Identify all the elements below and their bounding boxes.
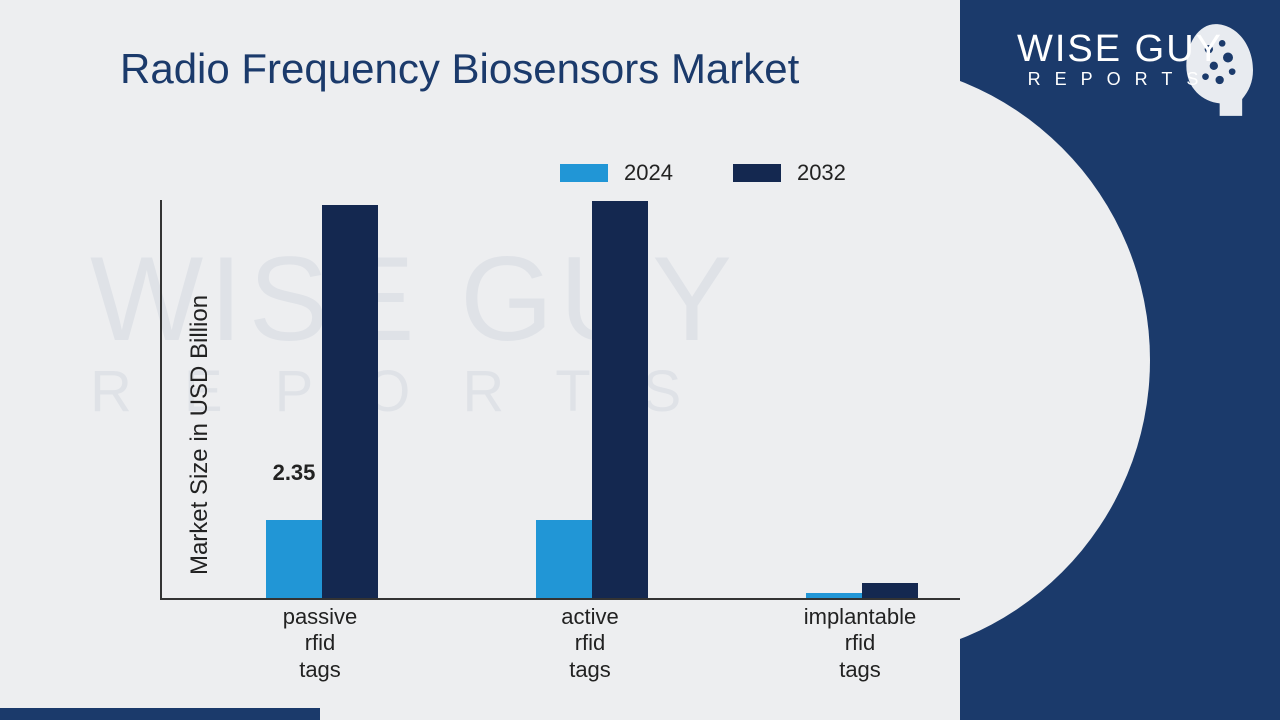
- chart-area: Market Size in USD Billion 2.35 passiver…: [100, 180, 960, 690]
- legend-swatch-2024: [560, 164, 608, 182]
- brand-logo: WISE GUY REPORTS: [990, 28, 1250, 90]
- x-label-passive: passiverfidtags: [240, 604, 400, 683]
- chart-title: Radio Frequency Biosensors Market: [120, 45, 799, 93]
- x-label-active: activerfidtags: [510, 604, 670, 683]
- value-label-passive-2024: 2.35: [273, 460, 316, 490]
- bottom-accent-bar: [0, 708, 320, 720]
- legend-label-2032: 2032: [797, 160, 846, 186]
- bar-2032-implant: [862, 583, 918, 598]
- brand-sub-text: REPORTS: [990, 69, 1250, 90]
- plot-area: 2.35: [160, 200, 960, 600]
- bar-2032-active: [592, 201, 648, 598]
- bar-2024-implant: [806, 593, 862, 598]
- legend: 2024 2032: [560, 160, 846, 186]
- legend-item-2024: 2024: [560, 160, 673, 186]
- legend-item-2032: 2032: [733, 160, 846, 186]
- x-label-implant: implantablerfidtags: [780, 604, 940, 683]
- legend-swatch-2032: [733, 164, 781, 182]
- bar-2024-active: [536, 520, 592, 598]
- bar-2024-passive: [266, 520, 322, 598]
- page-root: WISE GUY REPORTS Radio Frequency Biosens…: [0, 0, 1280, 720]
- brand-main-text: WISE GUY: [990, 28, 1250, 71]
- x-axis-labels: passiverfidtags activerfidtags implantable…: [160, 604, 960, 694]
- legend-label-2024: 2024: [624, 160, 673, 186]
- bar-2032-passive: [322, 205, 378, 598]
